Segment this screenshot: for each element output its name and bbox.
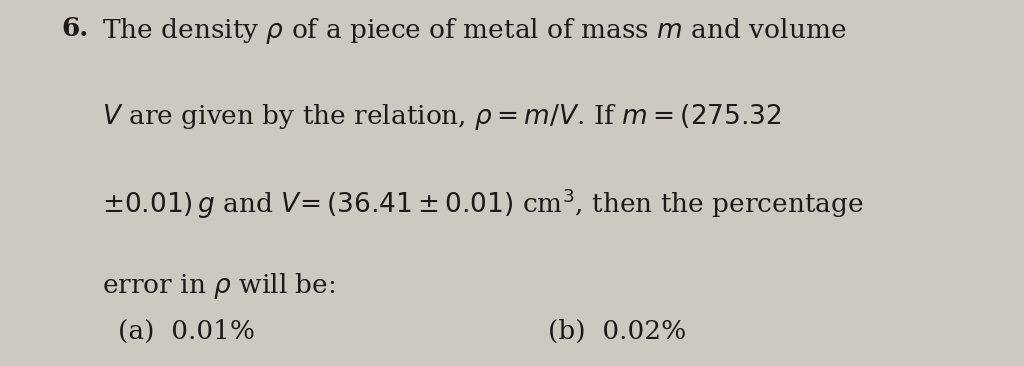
Text: (b)  0.02%: (b) 0.02% [548, 318, 686, 343]
Text: $V$ are given by the relation, $\rho = m/V$. If $m = (275.32$: $V$ are given by the relation, $\rho = m… [102, 102, 782, 132]
Text: $\pm 0.01)\,g$ and $V\!=(36.41 \pm 0.01)$ cm$^3$, then the percentage: $\pm 0.01)\,g$ and $V\!=(36.41 \pm 0.01)… [102, 187, 864, 221]
Text: error in $\rho$ will be:: error in $\rho$ will be: [102, 271, 336, 301]
Text: 6.: 6. [61, 16, 89, 41]
Text: The density $\rho$ of a piece of metal of mass $m$ and volume: The density $\rho$ of a piece of metal o… [102, 16, 847, 46]
Text: (a)  0.01%: (a) 0.01% [118, 318, 255, 343]
